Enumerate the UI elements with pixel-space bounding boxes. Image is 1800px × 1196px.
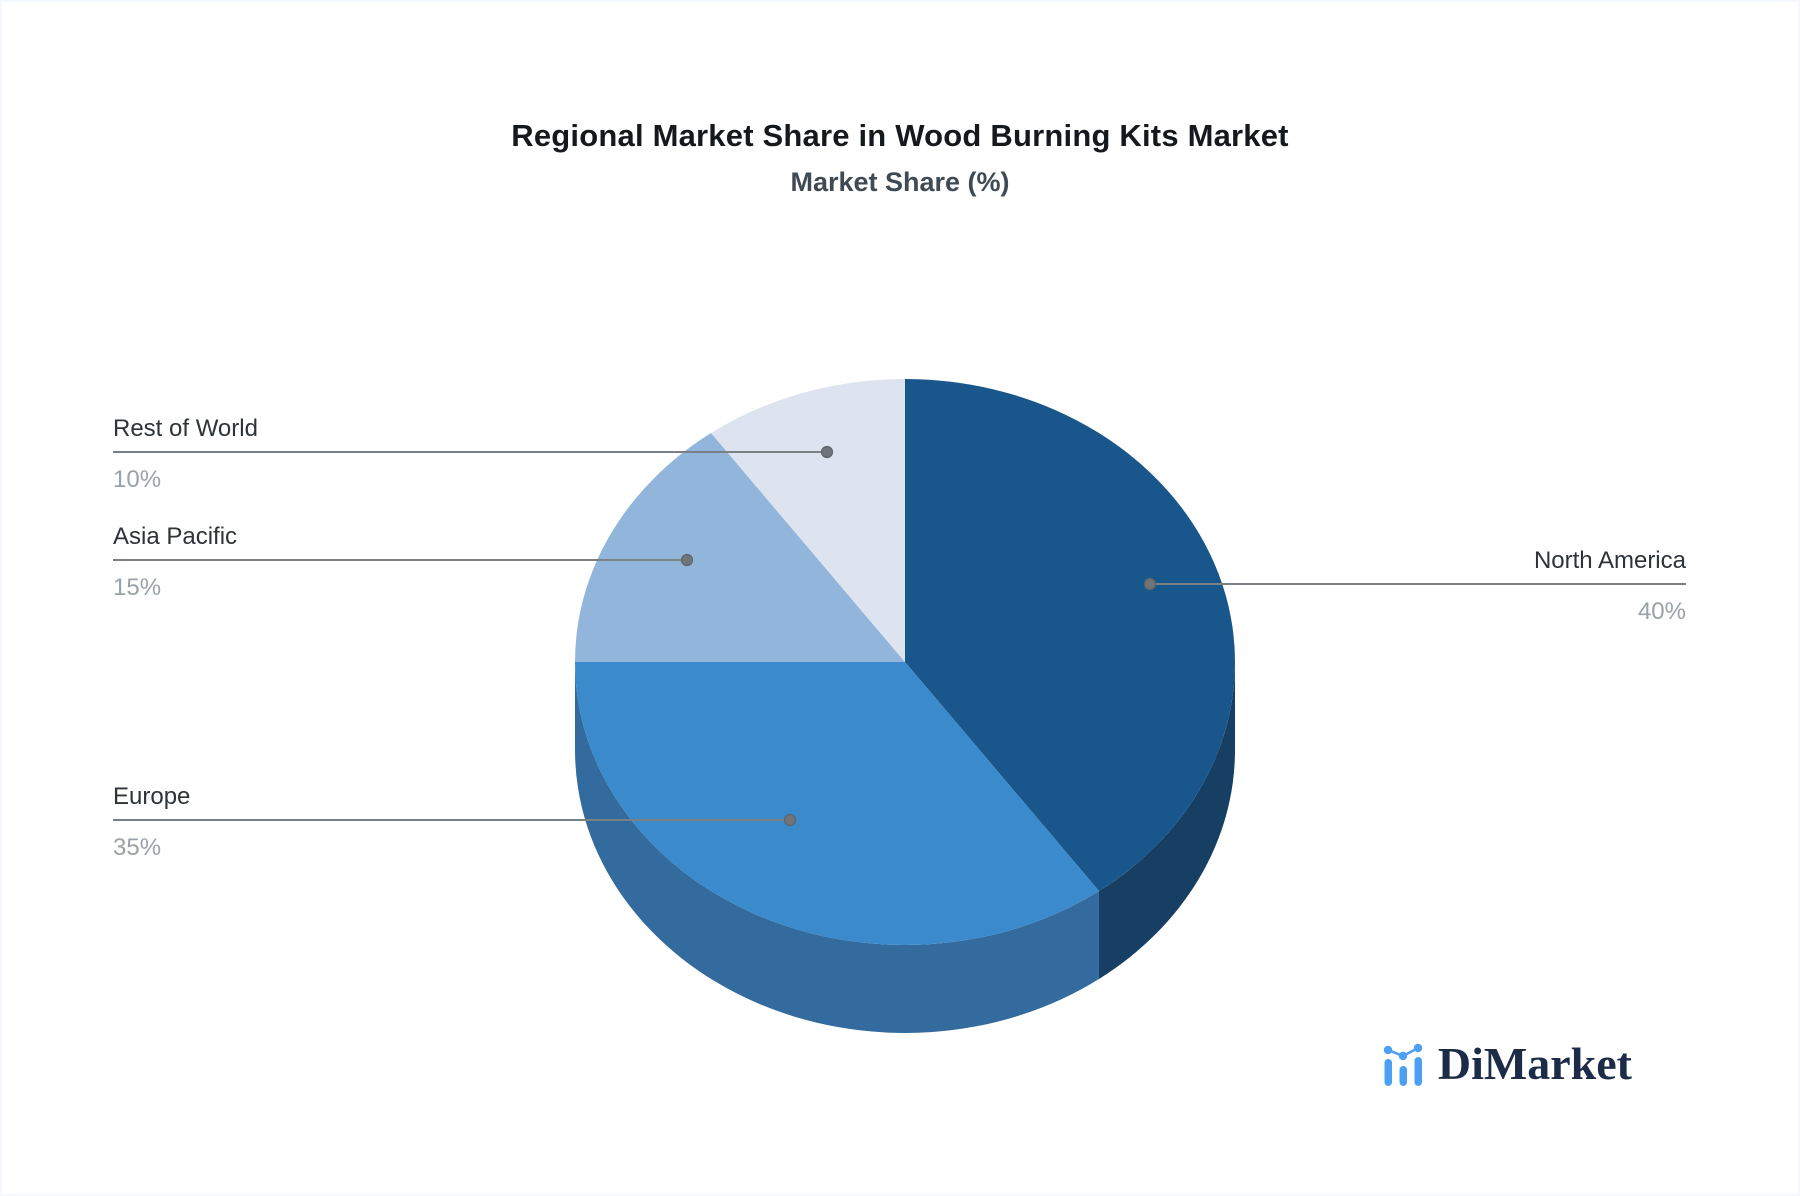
dimarket-logo: DiMarket xyxy=(1380,1040,1632,1088)
leader-dot-north-america xyxy=(1143,577,1157,591)
slice-label-asia-pacific: Asia Pacific xyxy=(113,523,238,550)
pie-slice-side-europe xyxy=(575,662,1099,1033)
slice-label-north-america: North America xyxy=(1533,547,1686,574)
leader-dot-asia-pacific xyxy=(680,553,694,567)
slice-value-north-america: 40% xyxy=(1637,598,1686,625)
slice-value-asia-pacific: 15% xyxy=(113,574,162,601)
pie-slice-europe xyxy=(575,662,1099,945)
slice-label-europe: Europe xyxy=(113,783,191,810)
leader-dot-europe xyxy=(783,813,797,827)
pie-slice-asia-pacific xyxy=(575,433,905,662)
pie-slice-rest-of-world xyxy=(711,379,905,662)
pie-slice-side-north-america xyxy=(1098,662,1235,979)
bar-chart-icon xyxy=(1383,1043,1423,1086)
chart-title: Regional Market Share in Wood Burning Ki… xyxy=(511,118,1289,153)
leader-dot-rest-of-world xyxy=(820,445,834,459)
slice-label-rest-of-world: Rest of World xyxy=(113,415,258,442)
slice-value-europe: 35% xyxy=(113,834,162,861)
pie-slice-north-america xyxy=(905,379,1235,891)
chart-subtitle: Market Share (%) xyxy=(790,167,1010,197)
logo-text: DiMarket xyxy=(1437,1038,1632,1089)
slice-value-rest-of-world: 10% xyxy=(113,466,162,493)
